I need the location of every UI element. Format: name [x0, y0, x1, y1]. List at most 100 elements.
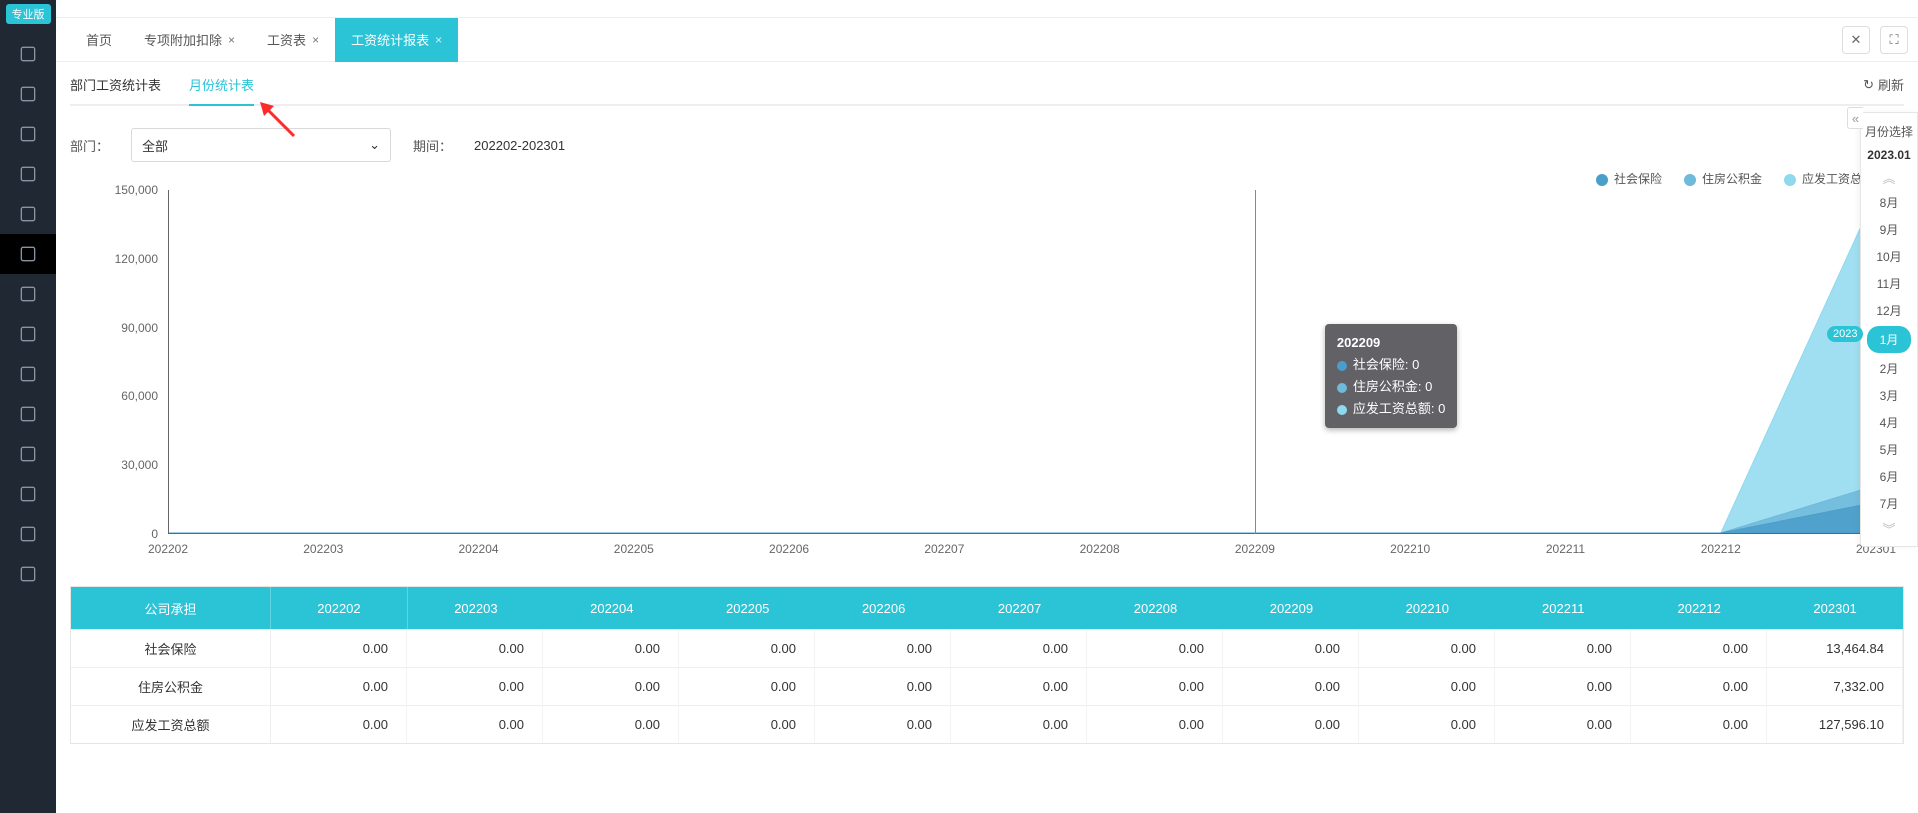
tab-close-icon[interactable]: ×: [228, 33, 235, 47]
month-option[interactable]: 10月: [1861, 243, 1917, 270]
month-scroll-up[interactable]: ︽: [1861, 166, 1917, 189]
dept-select[interactable]: 全部 ⌄: [131, 128, 391, 162]
table-cell: 0.00: [815, 706, 951, 743]
nav-home-icon[interactable]: [0, 34, 56, 74]
legend-item[interactable]: 住房公积金: [1684, 170, 1762, 187]
salary-table: 公司承担 20220220220320220420220520220620220…: [70, 586, 1904, 744]
refresh-button[interactable]: ↻ 刷新: [1863, 75, 1904, 104]
month-option[interactable]: 9月: [1861, 216, 1917, 243]
table-cell: 0.00: [1495, 630, 1631, 667]
month-option[interactable]: 4月: [1861, 409, 1917, 436]
panel-collapse-handle[interactable]: «: [1847, 107, 1863, 129]
tab-close-icon[interactable]: ×: [435, 33, 442, 47]
month-option[interactable]: 11月: [1861, 270, 1917, 297]
y-tick: 90,000: [70, 321, 168, 335]
table-cell: 0.00: [1223, 668, 1359, 705]
subtab-month[interactable]: 月份统计表: [189, 75, 254, 106]
x-tick: 202204: [459, 542, 499, 556]
table-cell: 0.00: [407, 630, 543, 667]
table-cell: 0.00: [1495, 668, 1631, 705]
table-header-first: 公司承担: [71, 587, 271, 629]
table-cell: 0.00: [679, 668, 815, 705]
x-tick: 202202: [148, 542, 188, 556]
fullscreen-button[interactable]: ⛶: [1880, 26, 1908, 54]
nav-building-icon[interactable]: [0, 194, 56, 234]
x-tick: 202207: [924, 542, 964, 556]
table-row: 应发工资总额0.000.000.000.000.000.000.000.000.…: [71, 705, 1903, 743]
month-option-active[interactable]: 1月: [1867, 326, 1911, 353]
row-label: 住房公积金: [71, 668, 271, 705]
year-pill: 2023: [1827, 326, 1863, 342]
table-cell: 0.00: [951, 668, 1087, 705]
filter-bar: 部门： 全部 ⌄ 期间： 202202-202301: [70, 106, 1904, 172]
month-option[interactable]: 8月: [1861, 189, 1917, 216]
nav-cart-icon[interactable]: [0, 274, 56, 314]
table-col-header: 202212: [1631, 587, 1767, 629]
tab-专项附加扣除[interactable]: 专项附加扣除×: [128, 18, 251, 62]
nav-paper-icon[interactable]: [0, 394, 56, 434]
tab-工资表[interactable]: 工资表×: [251, 18, 335, 62]
table-col-header: 202206: [816, 587, 952, 629]
nav-stack-icon[interactable]: [0, 354, 56, 394]
x-tick: 202212: [1701, 542, 1741, 556]
y-tick: 30,000: [70, 458, 168, 472]
nav-doc-icon[interactable]: [0, 74, 56, 114]
month-option[interactable]: 12月: [1861, 297, 1917, 324]
month-option[interactable]: 5月: [1861, 436, 1917, 463]
chart-legend: 社会保险住房公积金应发工资总额: [1596, 170, 1874, 187]
table-col-header: 202202: [271, 587, 408, 629]
month-option[interactable]: 3月: [1861, 382, 1917, 409]
month-option[interactable]: 7月: [1861, 490, 1917, 517]
table-cell: 0.00: [271, 706, 407, 743]
month-scroll-down[interactable]: ︾: [1861, 517, 1917, 540]
x-tick: 202209: [1235, 542, 1275, 556]
top-bar: [56, 0, 1918, 18]
table-cell: 0.00: [1087, 706, 1223, 743]
subtab-dept[interactable]: 部门工资统计表: [70, 75, 161, 104]
nav-bag-icon[interactable]: [0, 154, 56, 194]
period-value: 202202-202301: [474, 138, 565, 153]
table-cell: 0.00: [679, 706, 815, 743]
legend-item[interactable]: 社会保险: [1596, 170, 1662, 187]
table-cell: 0.00: [1087, 630, 1223, 667]
sub-tab-bar: 部门工资统计表 月份统计表 ↻ 刷新: [70, 62, 1904, 106]
nav-play-icon[interactable]: [0, 514, 56, 554]
table-cell: 0.00: [1359, 668, 1495, 705]
tab-首页[interactable]: 首页: [70, 18, 128, 62]
month-panel-header: 月份选择: [1861, 119, 1917, 144]
tab-bar: 首页专项附加扣除×工资表×工资统计报表× ✕ ⛶: [56, 18, 1918, 62]
table-cell: 0.00: [1631, 630, 1767, 667]
refresh-icon: ↻: [1863, 77, 1874, 93]
table-cell: 0.00: [679, 630, 815, 667]
month-panel-year: 2023.01: [1861, 144, 1917, 166]
table-cell: 0.00: [951, 706, 1087, 743]
nav-v-icon[interactable]: [0, 554, 56, 594]
tab-工资统计报表[interactable]: 工资统计报表×: [335, 18, 458, 62]
table-cell: 0.00: [815, 668, 951, 705]
y-tick: 60,000: [70, 389, 168, 403]
month-option[interactable]: 6月: [1861, 463, 1917, 490]
month-selector-panel: « 月份选择 2023.01 ︽ 8月9月10月11月12月 2023 1月 2…: [1860, 112, 1918, 547]
table-cell: 0.00: [951, 630, 1087, 667]
table-cell: 0.00: [543, 630, 679, 667]
nav-gear-icon[interactable]: [0, 474, 56, 514]
table-cell: 13,464.84: [1767, 630, 1903, 667]
nav-chart-icon[interactable]: [0, 114, 56, 154]
chart-plot-area[interactable]: [168, 190, 1876, 534]
tab-close-icon[interactable]: ×: [312, 33, 319, 47]
table-cell: 127,596.10: [1767, 706, 1903, 743]
row-label: 应发工资总额: [71, 706, 271, 743]
month-option[interactable]: 2月: [1861, 355, 1917, 382]
table-cell: 0.00: [543, 706, 679, 743]
row-label: 社会保险: [71, 630, 271, 667]
table-header: 公司承担 20220220220320220420220520220620220…: [71, 587, 1903, 629]
nav-inbox-icon[interactable]: [0, 434, 56, 474]
table-cell: 0.00: [271, 668, 407, 705]
nav-grid-icon[interactable]: [0, 234, 56, 274]
y-tick: 120,000: [70, 252, 168, 266]
close-tab-button[interactable]: ✕: [1842, 26, 1870, 54]
nav-image-icon[interactable]: [0, 314, 56, 354]
table-cell: 0.00: [1359, 630, 1495, 667]
table-cell: 0.00: [271, 630, 407, 667]
table-col-header: 202207: [952, 587, 1088, 629]
